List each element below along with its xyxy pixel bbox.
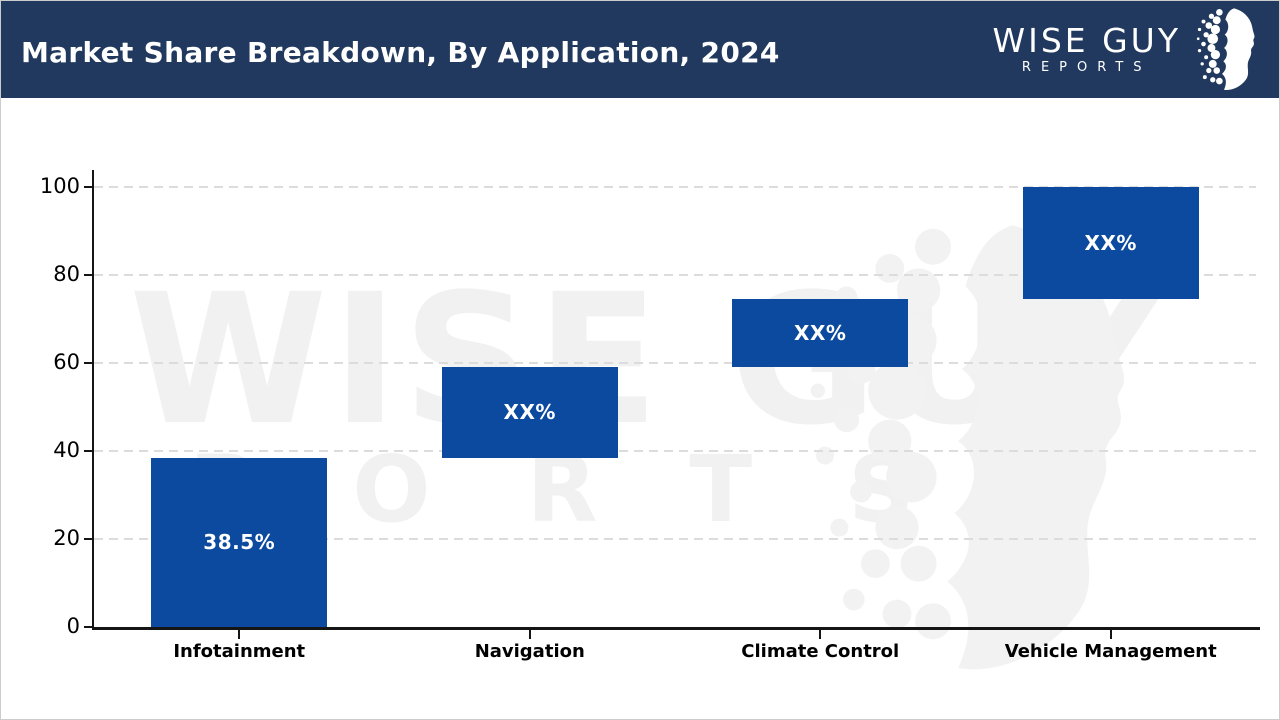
x-axis-line [92,627,1260,630]
bar-value-label-climate-control: XX% [794,321,847,346]
header-bar: Market Share Breakdown, By Application, … [1,1,1279,98]
y-tick-20 [84,538,93,540]
gridline-40 [94,450,1256,452]
gridline-60 [94,362,1256,364]
bar-value-label-navigation: XX% [503,400,556,425]
y-tick-100 [84,186,93,188]
y-tick-label-80: 80 [53,262,80,286]
x-tick-vehicle-management [1109,630,1112,639]
y-axis-line [92,170,94,630]
x-category-label-navigation: Navigation [474,641,585,662]
logo-text: WISE GUY REPORTS [992,20,1181,76]
x-category-label-vehicle-management: Vehicle Management [1004,641,1217,662]
logo-subtitle: REPORTS [1021,60,1152,76]
y-tick-0 [84,626,93,628]
wise-guy-reports-logo: WISE GUY REPORTS [992,7,1267,93]
page-title: Market Share Breakdown, By Application, … [21,36,780,69]
y-tick-label-40: 40 [53,438,80,462]
gridline-100 [94,186,1256,188]
bar-vehicle-management: XX% [1022,187,1199,300]
bar-value-label-infotainment: 38.5% [203,530,276,555]
y-tick-label-0: 0 [66,614,80,638]
dotted-head-profile-icon [1196,7,1255,90]
y-tick-40 [84,450,93,452]
logo-wordmark: WISE GUY [992,20,1181,60]
y-tick-label-100: 100 [39,174,80,198]
bar-navigation: XX% [441,367,618,458]
y-tick-80 [84,274,93,276]
x-tick-climate-control [819,630,822,639]
x-tick-infotainment [238,630,241,639]
gridline-20 [94,538,1256,540]
bar-climate-control: XX% [732,299,909,368]
gridline-80 [94,274,1256,276]
y-tick-label-20: 20 [53,526,80,550]
y-tick-label-60: 60 [53,350,80,374]
y-tick-60 [84,362,93,364]
bar-infotainment: 38.5% [151,457,328,627]
x-category-label-climate-control: Climate Control [741,641,900,662]
x-tick-navigation [528,630,531,639]
chart-area: WISE GUY PORTS 0 20 40 60 80 100 38.5% Infotain… [1,98,1279,719]
bar-value-label-vehicle-management: XX% [1084,231,1137,256]
x-category-label-infotainment: Infotainment [173,641,306,662]
